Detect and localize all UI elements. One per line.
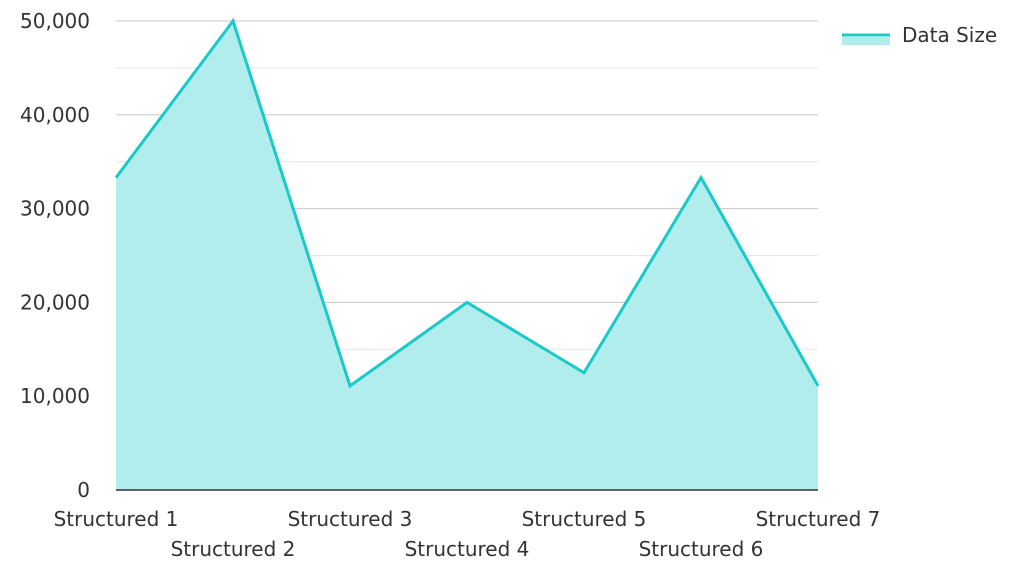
x-tick-label: Structured 1 — [54, 507, 179, 531]
x-tick-label: Structured 7 — [756, 507, 881, 531]
y-tick-label: 20,000 — [20, 290, 90, 314]
y-axis-tick-labels: 0 10,000 20,000 30,000 40,000 50,000 — [20, 9, 90, 502]
x-tick-label: Structured 6 — [639, 537, 764, 560]
y-tick-label: 30,000 — [20, 197, 90, 221]
x-axis-tick-labels: Structured 1 Structured 2 Structured 3 Stru… — [54, 507, 881, 560]
y-tick-label: 50,000 — [20, 9, 90, 33]
legend-label[interactable]: Data Size — [902, 23, 997, 47]
legend[interactable]: Data Size — [842, 23, 997, 47]
x-tick-label: Structured 2 — [171, 537, 296, 560]
y-tick-label: 10,000 — [20, 384, 90, 408]
y-tick-label: 40,000 — [20, 103, 90, 127]
x-tick-label: Structured 5 — [522, 507, 647, 531]
y-tick-label: 0 — [77, 478, 90, 502]
x-tick-label: Structured 4 — [405, 537, 530, 560]
x-tick-label: Structured 3 — [288, 507, 413, 531]
legend-swatch-fill — [842, 37, 890, 45]
